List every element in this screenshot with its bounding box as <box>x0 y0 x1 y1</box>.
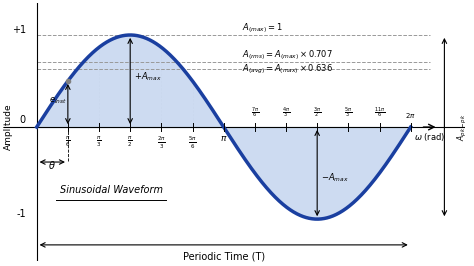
Text: $\frac{\pi}{2}$: $\frac{\pi}{2}$ <box>128 134 133 149</box>
Text: $\frac{7\pi}{6}$: $\frac{7\pi}{6}$ <box>251 106 259 120</box>
Text: Sinusoidal Waveform: Sinusoidal Waveform <box>60 185 163 195</box>
Text: +1: +1 <box>12 25 26 35</box>
Text: $A_{(avg)} = A_{(max)} \times 0.636$: $A_{(avg)} = A_{(max)} \times 0.636$ <box>242 63 333 76</box>
Text: $2\pi$: $2\pi$ <box>405 111 416 120</box>
Text: $\frac{3\pi}{2}$: $\frac{3\pi}{2}$ <box>313 106 321 120</box>
Text: $\pi$: $\pi$ <box>220 134 228 143</box>
Text: $\frac{5\pi}{3}$: $\frac{5\pi}{3}$ <box>344 106 352 120</box>
Text: $\frac{2\pi}{3}$: $\frac{2\pi}{3}$ <box>157 134 166 151</box>
Text: $A_{(max)} = 1$: $A_{(max)} = 1$ <box>242 21 283 35</box>
Text: $\frac{4\pi}{3}$: $\frac{4\pi}{3}$ <box>282 106 290 120</box>
Text: $-A_{max}$: $-A_{max}$ <box>321 172 349 184</box>
Text: 0: 0 <box>20 115 26 125</box>
Text: $\theta$: $\theta$ <box>48 159 56 171</box>
Text: -1: -1 <box>17 209 26 219</box>
Text: $\frac{\pi}{6}$: $\frac{\pi}{6}$ <box>65 134 71 149</box>
Text: $\frac{11\pi}{6}$: $\frac{11\pi}{6}$ <box>374 106 385 120</box>
Text: $\omega$ (rad): $\omega$ (rad) <box>414 131 445 143</box>
Text: $\frac{5\pi}{6}$: $\frac{5\pi}{6}$ <box>188 134 197 151</box>
Text: Amplitude: Amplitude <box>4 104 13 150</box>
Text: $A_{pk-pk}$: $A_{pk-pk}$ <box>456 113 469 141</box>
Text: $A_{(rms)} = A_{(max)} \times 0.707$: $A_{(rms)} = A_{(max)} \times 0.707$ <box>242 48 333 62</box>
Text: $+A_{max}$: $+A_{max}$ <box>134 70 162 83</box>
Text: $e_{inst}$: $e_{inst}$ <box>49 95 67 106</box>
Text: $\frac{\pi}{3}$: $\frac{\pi}{3}$ <box>96 134 102 149</box>
Text: Periodic Time (T): Periodic Time (T) <box>182 251 265 261</box>
